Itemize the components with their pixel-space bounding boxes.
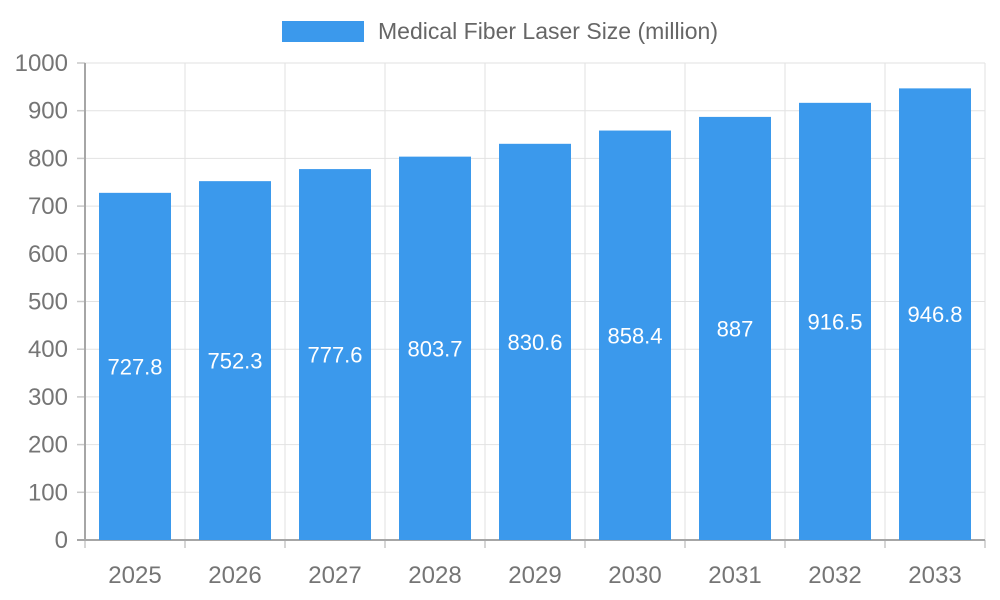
- bar-2025[interactable]: [99, 192, 171, 540]
- x-axis-tick-label: 2029: [508, 562, 561, 589]
- y-axis-tick-label: 100: [28, 479, 68, 506]
- bar-2027[interactable]: [299, 169, 371, 541]
- x-axis-tick-label: 2026: [208, 562, 261, 589]
- y-axis-tick-label: 200: [28, 432, 68, 459]
- legend-swatch: [282, 21, 364, 42]
- y-axis-tick-label: 1000: [15, 50, 68, 77]
- x-axis-tick-label: 2027: [308, 562, 361, 589]
- y-axis-tick-label: 500: [28, 289, 68, 316]
- x-axis-tick-label: 2025: [108, 562, 161, 589]
- bar-2026[interactable]: [199, 181, 271, 540]
- x-axis-tick-label: 2033: [908, 562, 961, 589]
- bar-value-label: 752.3: [207, 349, 262, 374]
- y-axis-tick-label: 700: [28, 193, 68, 220]
- y-axis-tick-label: 0: [55, 527, 68, 554]
- bar-value-label: 727.8: [107, 354, 162, 379]
- x-axis-tick-label: 2031: [708, 562, 761, 589]
- y-axis-tick-label: 600: [28, 241, 68, 268]
- bar-2030[interactable]: [599, 130, 671, 540]
- y-axis-tick-label: 900: [28, 98, 68, 125]
- bars: 727.8 752.3 777.6 803.7 830.6 858.4 887 916.5 94…: [99, 88, 971, 541]
- bar-value-label: 858.4: [607, 323, 662, 348]
- axis-ticks: [77, 62, 986, 548]
- y-axis-tick-label: 400: [28, 336, 68, 363]
- legend-label: Medical Fiber Laser Size (million): [378, 18, 718, 44]
- x-axis-tick-label: 2028: [408, 562, 461, 589]
- bar-2033[interactable]: [899, 88, 971, 540]
- bar-2032[interactable]: [799, 102, 871, 540]
- bar-value-label: 946.8: [907, 302, 962, 327]
- bar-2029[interactable]: [499, 143, 571, 540]
- bar-value-label: 803.7: [407, 336, 462, 361]
- x-axis-tick-label: 2030: [608, 562, 661, 589]
- axis-labels: 0 100 200 300 400 500 600 700 800 900 1000 2025 2026…: [15, 50, 962, 589]
- bar-2031[interactable]: [699, 116, 771, 540]
- legend[interactable]: Medical Fiber Laser Size (million): [0, 20, 1000, 43]
- bar-value-label: 777.6: [307, 343, 362, 368]
- y-axis-tick-label: 300: [28, 384, 68, 411]
- x-axis-tick-label: 2032: [808, 562, 861, 589]
- y-axis-tick-label: 800: [28, 145, 68, 172]
- bar-value-label: 830.6: [507, 330, 562, 355]
- bar-2028[interactable]: [399, 156, 471, 540]
- bar-value-label: 916.5: [807, 309, 862, 334]
- bar-value-label: 887: [717, 316, 754, 341]
